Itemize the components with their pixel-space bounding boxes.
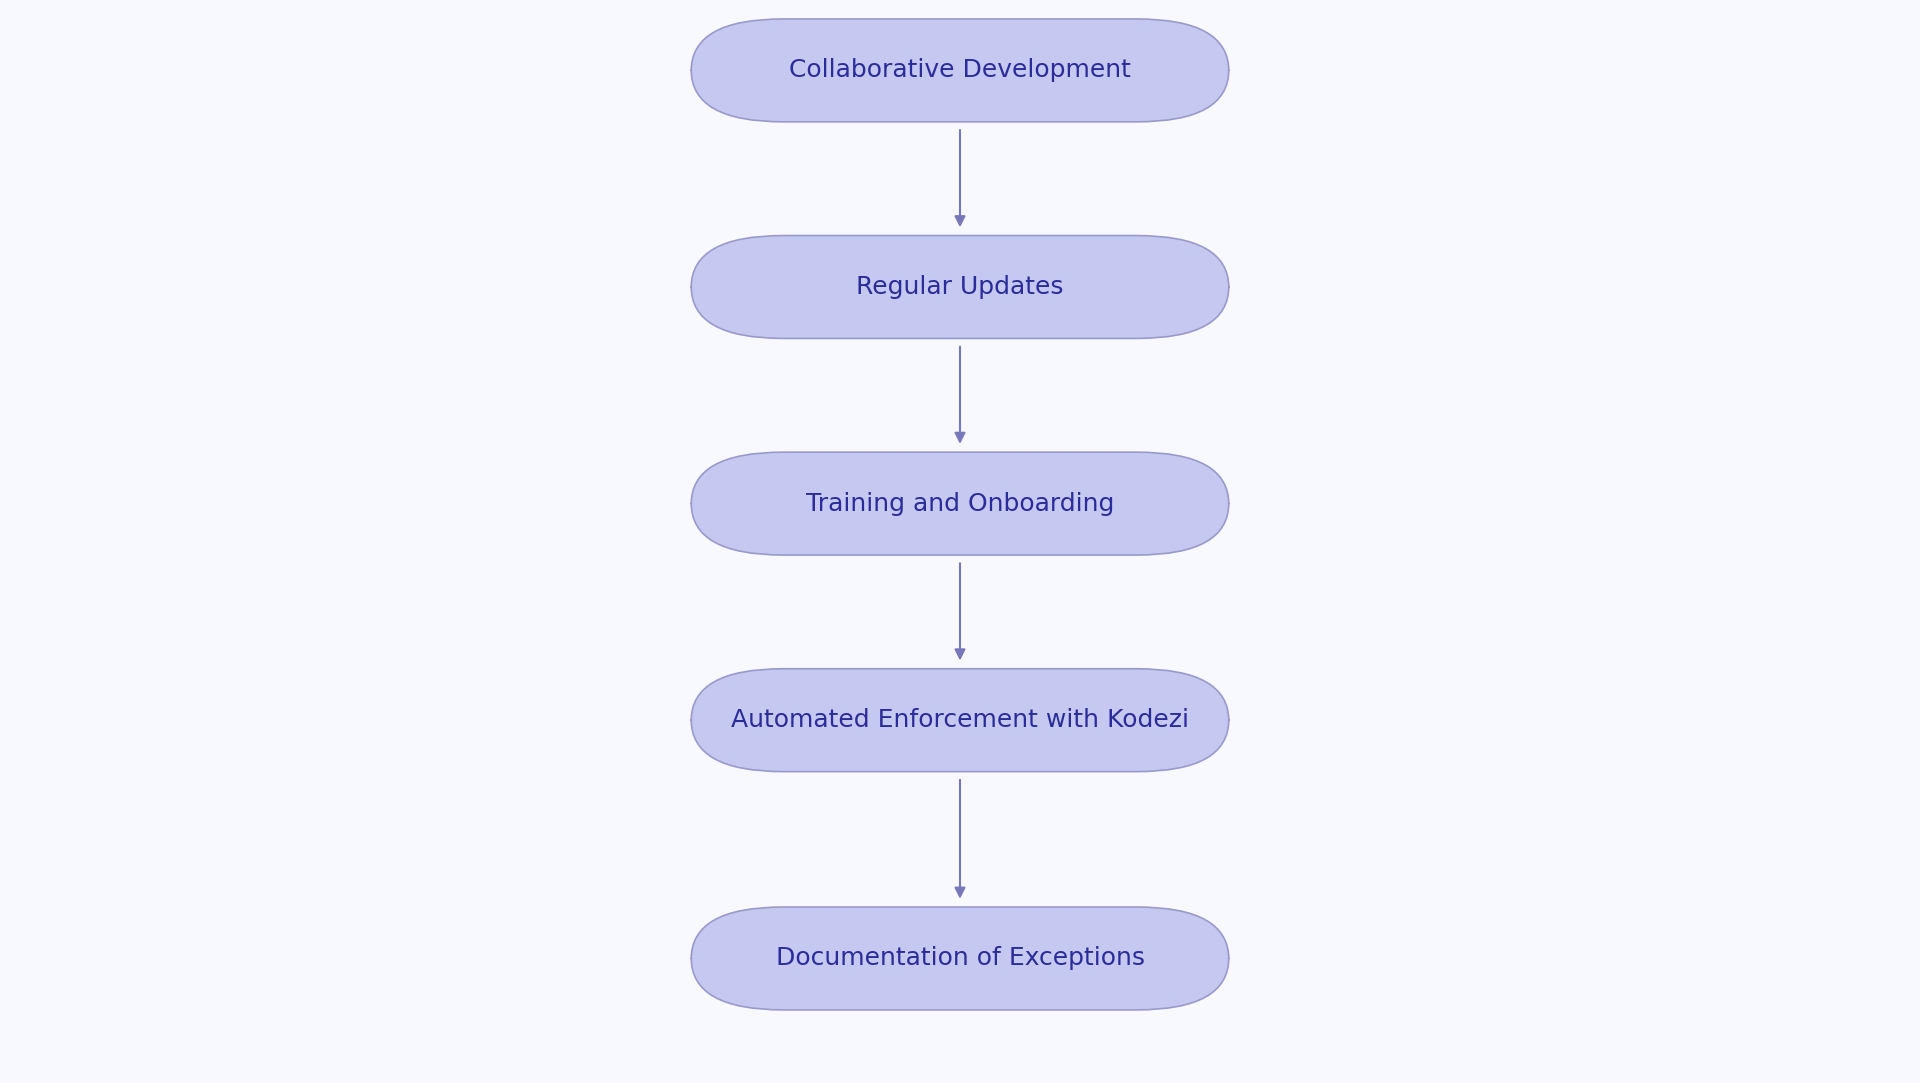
Text: Automated Enforcement with Kodezi: Automated Enforcement with Kodezi [732,708,1188,732]
FancyBboxPatch shape [691,453,1229,554]
FancyBboxPatch shape [691,908,1229,1009]
Text: Collaborative Development: Collaborative Development [789,58,1131,82]
Text: Training and Onboarding: Training and Onboarding [806,492,1114,516]
FancyBboxPatch shape [691,236,1229,338]
Text: Documentation of Exceptions: Documentation of Exceptions [776,947,1144,970]
Text: Regular Updates: Regular Updates [856,275,1064,299]
FancyBboxPatch shape [691,18,1229,122]
FancyBboxPatch shape [691,668,1229,771]
